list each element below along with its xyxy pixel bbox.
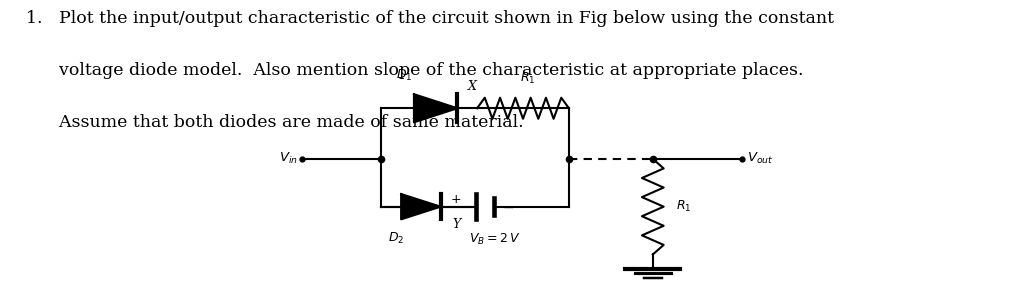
Text: Y: Y — [453, 218, 461, 231]
Polygon shape — [401, 194, 440, 219]
Text: X: X — [468, 80, 476, 93]
Text: $V_B = 2\,V$: $V_B = 2\,V$ — [469, 232, 520, 247]
Text: $V_{in}$: $V_{in}$ — [279, 151, 298, 166]
Text: −: − — [503, 201, 514, 215]
Text: voltage diode model.  Also mention slope of the characteristic at appropriate pl: voltage diode model. Also mention slope … — [26, 62, 804, 79]
Text: $V_{out}$: $V_{out}$ — [746, 151, 773, 166]
Text: $R_1$: $R_1$ — [677, 199, 692, 214]
Text: $D_1$: $D_1$ — [396, 68, 413, 83]
Text: Assume that both diodes are made of same material.: Assume that both diodes are made of same… — [26, 114, 523, 131]
Polygon shape — [414, 94, 458, 122]
Text: 1.   Plot the input/output characteristic of the circuit shown in Fig below usin: 1. Plot the input/output characteristic … — [26, 10, 835, 27]
Text: $D_2$: $D_2$ — [388, 231, 404, 246]
Text: +: + — [452, 193, 462, 206]
Text: $R_1$: $R_1$ — [520, 71, 536, 86]
